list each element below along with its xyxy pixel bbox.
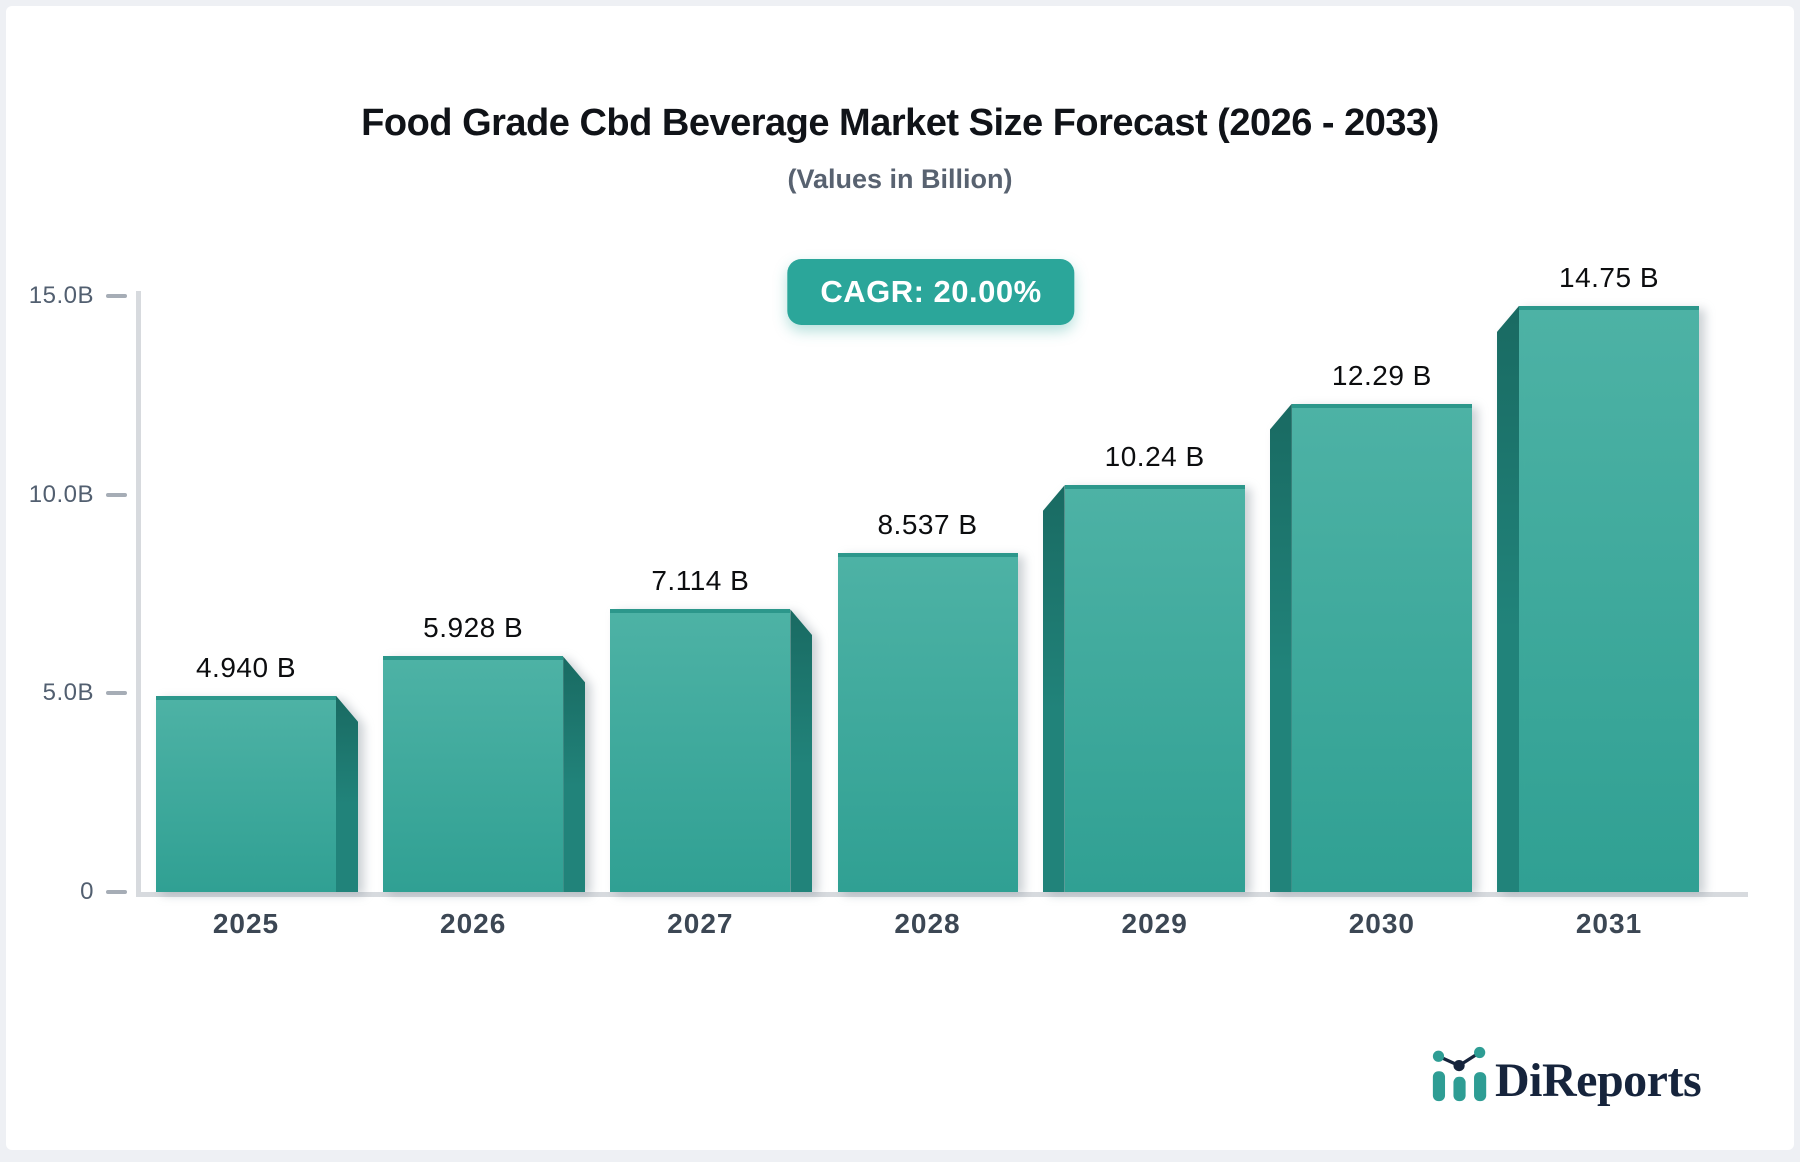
x-tick-label-2030: 2030 — [1272, 908, 1492, 940]
bar-value-label-2027: 7.114 B — [550, 565, 850, 597]
y-tick-label-15.0B: 15.0B — [6, 280, 94, 312]
bar-side-2025 — [336, 696, 358, 892]
direports-logo-text: DiReports — [1495, 1055, 1701, 1108]
y-tick-label-0: 0 — [6, 876, 94, 908]
y-tick-mark — [106, 294, 127, 298]
x-tick-label-2026: 2026 — [363, 908, 583, 940]
bar-2030 — [1270, 404, 1472, 892]
y-tick-label-5.0B: 5.0B — [6, 677, 94, 709]
bar-face-2031 — [1519, 306, 1699, 892]
y-axis-line — [136, 291, 141, 897]
bar-face-2027 — [610, 609, 790, 892]
bar-value-label-2029: 10.24 B — [1005, 441, 1305, 473]
x-axis-line — [136, 892, 1748, 897]
x-tick-label-2031: 2031 — [1499, 908, 1719, 940]
direports-logo: DiReports — [1431, 1032, 1721, 1108]
bar-2026 — [383, 656, 585, 892]
bar-value-label-2030: 12.29 B — [1232, 360, 1532, 392]
bar-chart-logo-icon — [1431, 1044, 1489, 1104]
x-tick-label-2028: 2028 — [818, 908, 1038, 940]
bar-face-2025 — [156, 696, 336, 892]
y-tick-mark — [106, 691, 127, 695]
bar-value-label-2031: 14.75 B — [1459, 262, 1759, 294]
y-tick-mark — [106, 493, 127, 497]
bar-face-2026 — [383, 656, 563, 892]
bar-2027 — [610, 609, 812, 892]
plot-area: 15.0B 10.0B 5.0B 0 4.940 B 5.928 B 7.114 B 8.5… — [6, 6, 1800, 1162]
bar-side-2027 — [790, 609, 812, 892]
x-tick-label-2027: 2027 — [590, 908, 810, 940]
x-tick-label-2029: 2029 — [1045, 908, 1265, 940]
bar-face-2030 — [1292, 404, 1472, 892]
bar-2029 — [1043, 485, 1245, 892]
x-tick-label-2025: 2025 — [136, 908, 356, 940]
bar-side-2031 — [1497, 306, 1519, 892]
bar-side-2026 — [563, 656, 585, 892]
bar-face-2028 — [838, 553, 1018, 892]
bar-value-label-2026: 5.928 B — [323, 612, 623, 644]
bar-side-2030 — [1270, 404, 1292, 892]
bar-value-label-2025: 4.940 B — [96, 652, 396, 684]
bar-value-label-2028: 8.537 B — [778, 509, 1078, 541]
bar-2031 — [1497, 306, 1699, 892]
y-tick-mark — [106, 890, 127, 894]
bar-side-2029 — [1043, 485, 1065, 892]
bar-2025 — [156, 696, 358, 892]
bar-2028 — [838, 553, 1018, 892]
bar-face-2029 — [1065, 485, 1245, 892]
chart-card: Food Grade Cbd Beverage Market Size Fore… — [6, 6, 1794, 1150]
y-tick-label-10.0B: 10.0B — [6, 479, 94, 511]
